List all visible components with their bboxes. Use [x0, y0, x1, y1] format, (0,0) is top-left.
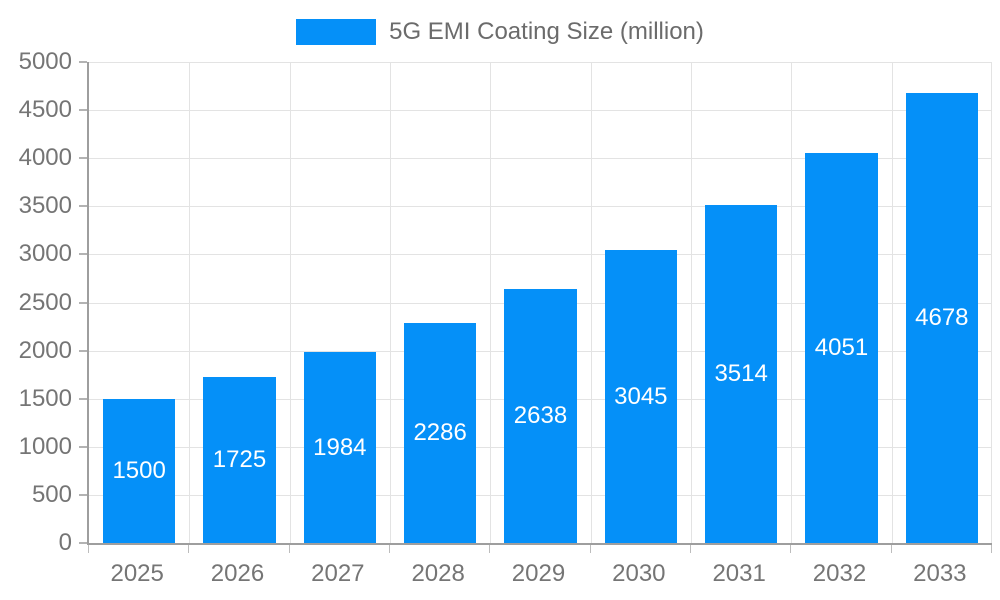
x-gridline [791, 62, 793, 543]
y-axis-tick [79, 397, 87, 400]
x-axis-tick [489, 545, 491, 553]
y-axis-tick-label: 1500 [18, 384, 72, 412]
x-gridline [490, 62, 492, 543]
y-axis-tick [79, 109, 87, 112]
bar-value-label: 2638 [513, 402, 568, 430]
y-axis-tick [79, 205, 87, 208]
x-gridline [389, 62, 391, 543]
bar-2029[interactable]: 2638 [504, 289, 577, 543]
bar-2027[interactable]: 1984 [303, 352, 376, 543]
bar-2032[interactable]: 4051 [805, 153, 878, 543]
bar-2031[interactable]: 3514 [705, 204, 778, 543]
x-axis-labels: 2025 2026 2027 2028 2029 2030 2031 2032 2033 [87, 556, 990, 588]
x-axis-category-label: 2033 [913, 560, 967, 587]
x-axis-category-label: 2028 [411, 560, 465, 587]
y-axis-tick-label: 4000 [18, 144, 72, 172]
bar-value-label: 3514 [714, 359, 768, 387]
y-axis-tick [79, 493, 87, 496]
bar-value-label: 3045 [614, 382, 668, 410]
bar-value-label: 2286 [413, 419, 467, 447]
x-axis-tick [88, 545, 89, 553]
x-axis-category-label: 2025 [110, 560, 164, 587]
bar-value-label: 1984 [313, 433, 367, 461]
plot-area: 1500 1725 1984 2286 2638 3045 3514 4051 4678 [79, 61, 992, 553]
x-gridline [289, 62, 291, 543]
legend-label: 5G EMI Coating Size (million) [389, 18, 704, 45]
y-axis-tick-label: 500 [31, 480, 72, 508]
bar-2026[interactable]: 1725 [203, 377, 276, 543]
bar-2030[interactable]: 3045 [604, 250, 677, 543]
bar-value-label: 1500 [112, 456, 166, 484]
x-axis-tick [288, 545, 290, 553]
legend-swatch [296, 19, 377, 45]
y-axis-tick-label: 4500 [18, 96, 72, 124]
y-axis-tick-label: 5000 [18, 48, 72, 75]
y-axis-tick [79, 61, 87, 63]
y-axis-tick [79, 253, 87, 256]
y-axis-tick [79, 157, 87, 160]
y-axis-tick [79, 542, 87, 544]
x-axis-tick [589, 545, 591, 553]
x-axis-category-label: 2026 [210, 560, 265, 587]
x-axis-tick [991, 545, 992, 553]
y-axis-tick-label: 3000 [18, 240, 72, 268]
x-gridline [189, 62, 191, 543]
x-axis-tick [689, 545, 691, 553]
y-gridline [89, 110, 992, 112]
x-gridline [991, 62, 992, 543]
y-axis-tick-label: 3500 [18, 192, 72, 220]
bar-value-label: 1725 [212, 446, 267, 474]
y-axis-tick [79, 349, 87, 352]
y-axis-tick [79, 445, 87, 448]
y-gridline [89, 62, 992, 63]
y-axis-tick-label: 2000 [18, 336, 72, 364]
y-gridline [89, 158, 992, 160]
x-axis-category-label: 2031 [712, 560, 766, 587]
x-axis-category-label: 2032 [812, 560, 867, 587]
y-axis-labels: 0 500 1000 1500 2000 2500 3000 3500 4000 4500 5000 [0, 50, 72, 555]
x-axis-tick [790, 545, 792, 553]
y-axis-tick-label: 1000 [18, 432, 72, 460]
bar-2025[interactable]: 1500 [103, 398, 176, 543]
chart-legend: 5G EMI Coating Size (million) [0, 18, 1000, 46]
y-axis-tick-label: 0 [58, 529, 72, 556]
bar-value-label: 4678 [915, 303, 969, 331]
y-gridline [89, 254, 992, 256]
x-axis-category-label: 2029 [511, 560, 566, 587]
x-axis-category-label: 2027 [311, 560, 365, 587]
y-axis-tick-label: 2500 [18, 288, 72, 316]
x-gridline [590, 62, 592, 543]
x-axis-tick [388, 545, 390, 553]
x-axis-tick [890, 545, 892, 553]
bar-2028[interactable]: 2286 [404, 323, 477, 543]
bar-value-label: 4051 [814, 334, 869, 362]
x-gridline [690, 62, 692, 543]
x-axis-tick [188, 545, 190, 553]
y-axis-tick [79, 301, 87, 304]
x-gridline [891, 62, 893, 543]
y-gridline [89, 206, 992, 208]
bar-2033[interactable]: 4678 [905, 92, 978, 543]
x-axis-category-label: 2030 [612, 560, 666, 587]
